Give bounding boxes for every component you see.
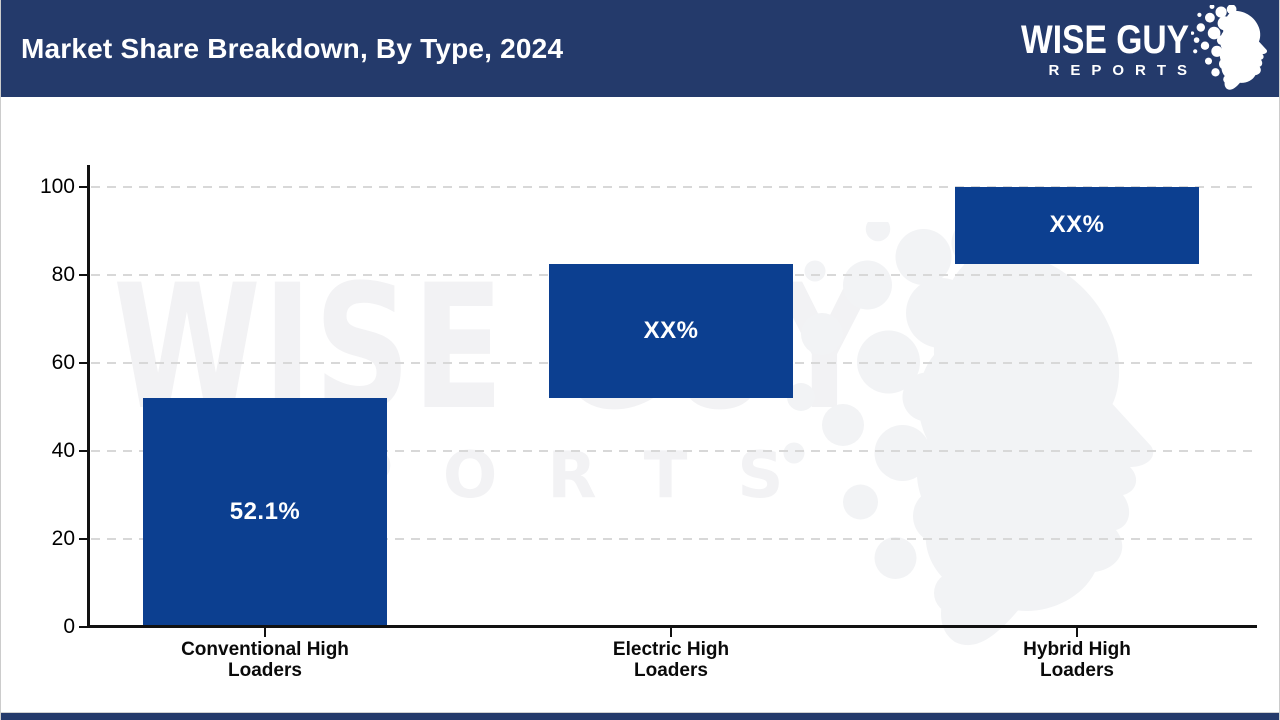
x-tick-1	[669, 628, 673, 637]
page-title: Market Share Breakdown, By Type, 2024	[21, 32, 564, 64]
bar-value-label-2: XX%	[1049, 211, 1105, 239]
y-tick-label-100: 100	[39, 175, 75, 198]
bottom-rule	[1, 712, 1279, 713]
x-tick-0	[263, 628, 267, 637]
gridline-40	[91, 450, 1257, 452]
bar-segment-2: XX%	[955, 187, 1199, 264]
y-tick-label-80: 80	[51, 263, 75, 286]
watermark-head-icon	[773, 222, 1154, 646]
y-tick-label-60: 60	[51, 351, 75, 374]
bar-value-label-1: XX%	[643, 316, 699, 344]
y-tick-label-40: 40	[51, 439, 75, 462]
category-label-1: Electric High Loaders	[612, 639, 730, 681]
category-label-0: Conventional High Loaders	[181, 639, 349, 681]
y-tick-60	[79, 361, 87, 365]
bar-value-label-0: 52.1%	[229, 498, 301, 526]
y-tick-100	[79, 185, 87, 189]
gridline-20	[91, 538, 1257, 540]
x-axis-spine	[87, 625, 1257, 628]
footer-bar	[1, 713, 1279, 720]
y-tick-20	[79, 537, 87, 541]
logo-text: WISE GUY REPORTS	[989, 20, 1189, 78]
wiseguy-logo: WISE GUY REPORTS	[989, 5, 1275, 92]
bar-segment-1: XX%	[549, 263, 793, 398]
header-bar: Market Share Breakdown, By Type, 2024 WI…	[1, 0, 1279, 97]
logo-head-icon	[1191, 5, 1268, 90]
bar-segment-0: 52.1%	[143, 397, 387, 627]
y-tick-0	[79, 625, 87, 629]
y-axis-spine	[87, 165, 90, 627]
x-tick-2	[1075, 628, 1079, 637]
logo-wordmark: WISE GUY	[1020, 17, 1189, 62]
logo-subtext: REPORTS	[1048, 61, 1198, 79]
category-label-2: Hybrid High Loaders	[1023, 639, 1131, 681]
y-tick-label-20: 20	[51, 527, 75, 550]
y-tick-80	[79, 273, 87, 277]
y-tick-40	[79, 449, 87, 453]
y-tick-label-0: 0	[63, 615, 75, 638]
gridline-100	[91, 186, 1257, 188]
